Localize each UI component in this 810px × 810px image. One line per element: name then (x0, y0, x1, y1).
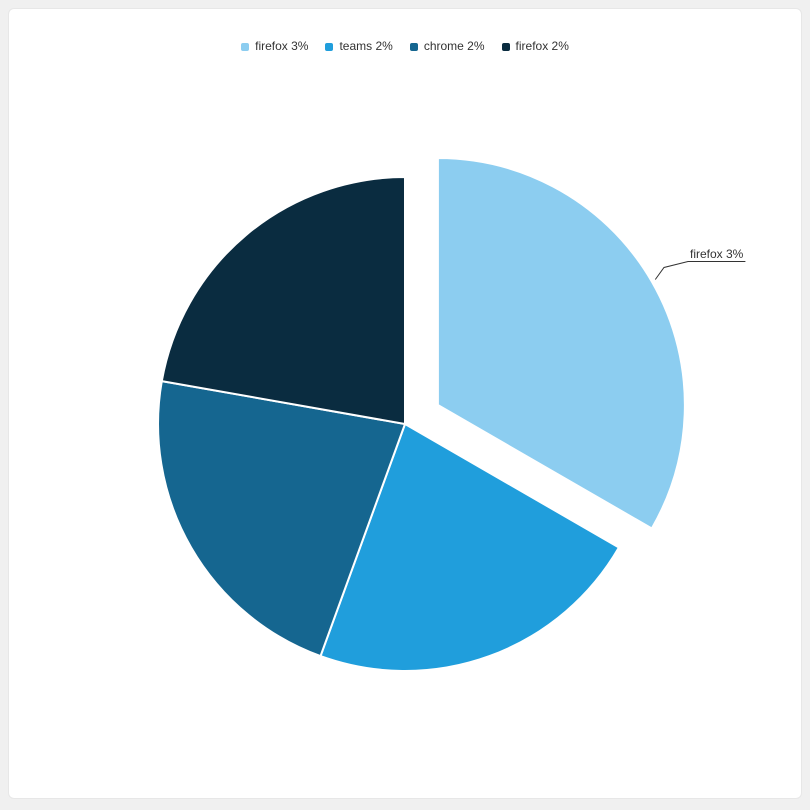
legend-item-label: chrome 2% (423, 39, 485, 53)
chart-legend: firefox 3% teams 2% chrome 2% firefox 2% (0, 39, 810, 54)
pie-slice-teams-1[interactable] (319, 423, 620, 672)
legend-item-label: teams 2% (339, 39, 393, 53)
pie-slice-firefox-3[interactable] (160, 176, 406, 425)
data-label-connector (654, 261, 746, 280)
legend-item-teams-1[interactable]: teams 2% (325, 39, 393, 54)
legend-marker (501, 42, 510, 51)
legend-item-label: firefox 3% (255, 39, 309, 53)
pie-slice-firefox-0[interactable] (436, 157, 686, 530)
legend-marker (241, 42, 250, 51)
legend-marker (409, 42, 418, 51)
legend-item-chrome-2[interactable]: chrome 2% (409, 39, 485, 54)
pie-data-label: firefox 3% (690, 247, 744, 261)
legend-item-firefox-0[interactable]: firefox 3% (241, 39, 308, 54)
legend-marker (325, 42, 334, 51)
legend-item-firefox-3[interactable]: firefox 2% (501, 39, 569, 54)
legend-item-label: firefox 2% (515, 39, 569, 53)
pie-slice-chrome-2[interactable] (157, 380, 406, 658)
